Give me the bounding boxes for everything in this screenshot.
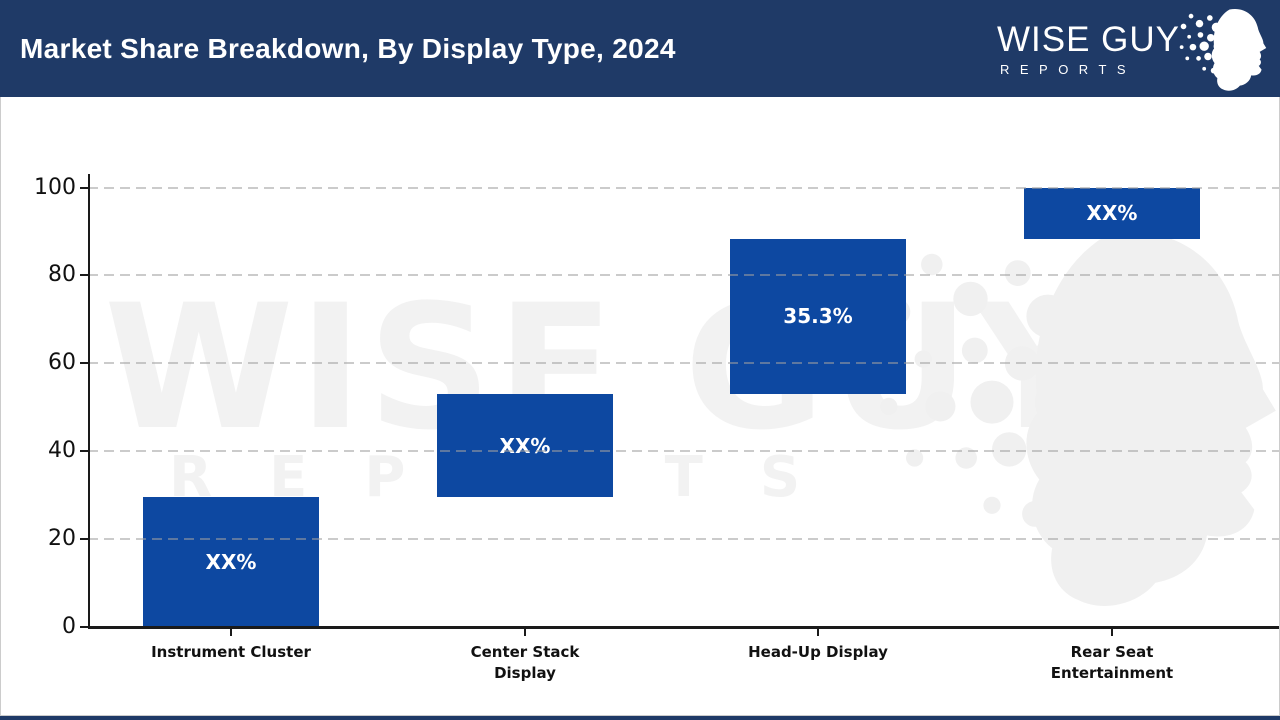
bar-value-label: XX% bbox=[499, 433, 551, 458]
header-band: Market Share Breakdown, By Display Type,… bbox=[0, 0, 1280, 97]
y-axis-tick-label: 40 bbox=[48, 438, 76, 464]
y-gridline bbox=[88, 538, 1279, 541]
x-axis-tick bbox=[817, 627, 819, 636]
x-axis-category-label: Instrument Cluster bbox=[151, 643, 311, 661]
x-axis-tick bbox=[524, 627, 526, 636]
bar-value-label: 35.3% bbox=[783, 304, 853, 329]
y-axis-tick bbox=[80, 362, 88, 365]
y-gridline bbox=[88, 450, 1279, 453]
dotted-head-profile-icon bbox=[1176, 5, 1270, 93]
x-axis-category-label: Rear Seat Entertainment bbox=[1050, 643, 1174, 682]
bar-value-label: XX% bbox=[205, 550, 257, 575]
bar-segment: XX% bbox=[1024, 187, 1200, 239]
y-axis-tick bbox=[80, 274, 88, 277]
footer-accent-bar bbox=[0, 716, 1280, 720]
x-axis-category-label: Center Stack Display bbox=[470, 643, 580, 682]
watermark-head-profile-icon bbox=[863, 217, 1280, 613]
y-axis-tick-label: 20 bbox=[48, 526, 76, 552]
bar-segment: XX% bbox=[143, 497, 319, 627]
y-gridline bbox=[88, 274, 1279, 277]
page-title: Market Share Breakdown, By Display Type,… bbox=[20, 32, 676, 64]
brand-subtitle: REPORTS bbox=[999, 62, 1137, 77]
x-axis-category-label: Head-Up Display bbox=[748, 643, 888, 661]
chart-area: WISE GUY REPORTS 020406080100XX%XX%35.3%… bbox=[0, 97, 1280, 716]
y-axis-tick-label: 60 bbox=[48, 350, 76, 376]
y-axis-tick bbox=[80, 186, 88, 189]
y-axis-line bbox=[88, 174, 90, 629]
y-gridline bbox=[88, 186, 1279, 189]
brand-name: WISE GUY bbox=[996, 20, 1180, 59]
x-axis-tick bbox=[230, 627, 232, 636]
bar-segment: 35.3% bbox=[730, 238, 906, 395]
y-axis-tick-label: 0 bbox=[62, 614, 76, 639]
bar-value-label: XX% bbox=[1086, 201, 1138, 226]
brand-text: WISE GUY REPORTS bbox=[996, 20, 1180, 78]
y-gridline bbox=[88, 362, 1279, 365]
y-axis-tick-label: 80 bbox=[48, 262, 76, 288]
brand-logo: WISE GUY REPORTS bbox=[997, 4, 1270, 94]
y-axis-tick bbox=[80, 450, 88, 453]
bar-segment: XX% bbox=[437, 394, 613, 498]
x-axis-tick bbox=[1111, 627, 1113, 636]
y-axis-tick bbox=[80, 538, 88, 541]
y-axis-tick bbox=[80, 626, 88, 628]
y-axis-tick-label: 100 bbox=[34, 174, 76, 200]
x-axis-line bbox=[88, 626, 1279, 629]
